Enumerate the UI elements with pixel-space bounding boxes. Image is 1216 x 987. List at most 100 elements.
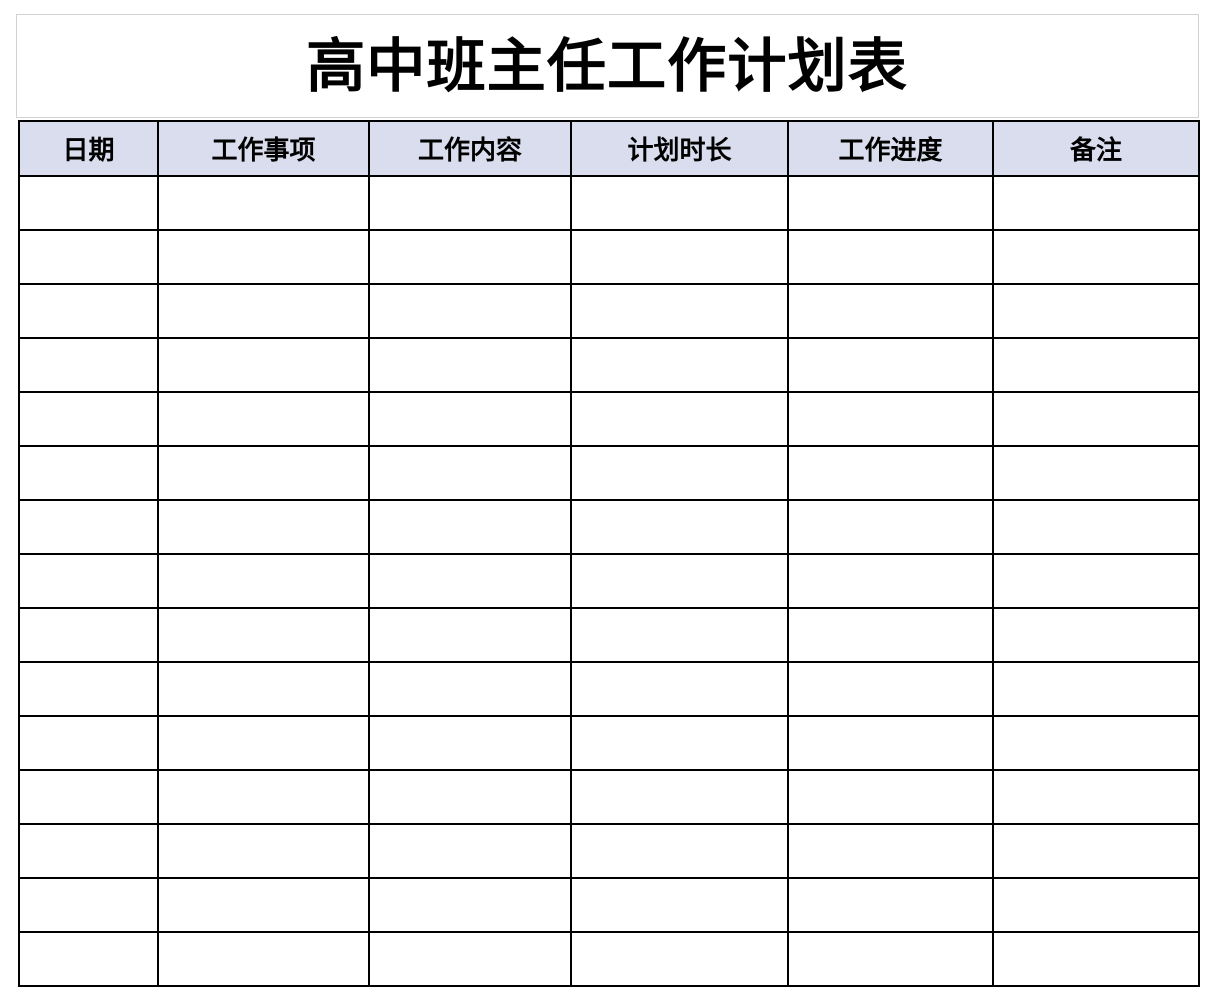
cell-value bbox=[159, 626, 368, 644]
cell-item[interactable] bbox=[157, 931, 370, 987]
table-header: 日期 工作事项 工作内容 计划时长 工作进度 备注 bbox=[18, 120, 1200, 177]
cell-remark[interactable] bbox=[992, 607, 1200, 663]
cell-remark[interactable] bbox=[992, 661, 1200, 717]
cell-remark[interactable] bbox=[992, 553, 1200, 609]
cell-duration[interactable] bbox=[570, 931, 789, 987]
cell-date[interactable] bbox=[18, 391, 159, 447]
cell-item[interactable] bbox=[157, 715, 370, 771]
cell-item[interactable] bbox=[157, 877, 370, 933]
title-banner-cell[interactable]: 高中班主任工作计划表 bbox=[16, 14, 1199, 118]
cell-progress[interactable] bbox=[787, 877, 994, 933]
cell-date[interactable] bbox=[18, 607, 159, 663]
column-header-content[interactable]: 工作内容 bbox=[368, 120, 572, 177]
cell-date[interactable] bbox=[18, 661, 159, 717]
cell-progress[interactable] bbox=[787, 769, 994, 825]
cell-duration[interactable] bbox=[570, 283, 789, 339]
cell-date[interactable] bbox=[18, 823, 159, 879]
cell-item[interactable] bbox=[157, 769, 370, 825]
cell-content[interactable] bbox=[368, 337, 572, 393]
cell-content[interactable] bbox=[368, 283, 572, 339]
cell-duration[interactable] bbox=[570, 823, 789, 879]
column-header-remark[interactable]: 备注 bbox=[992, 120, 1200, 177]
cell-progress[interactable] bbox=[787, 607, 994, 663]
cell-content[interactable] bbox=[368, 823, 572, 879]
cell-duration[interactable] bbox=[570, 229, 789, 285]
cell-date[interactable] bbox=[18, 553, 159, 609]
cell-content[interactable] bbox=[368, 661, 572, 717]
cell-item[interactable] bbox=[157, 607, 370, 663]
cell-progress[interactable] bbox=[787, 931, 994, 987]
column-header-item[interactable]: 工作事项 bbox=[157, 120, 370, 177]
cell-progress[interactable] bbox=[787, 391, 994, 447]
cell-progress[interactable] bbox=[787, 175, 994, 231]
cell-remark[interactable] bbox=[992, 175, 1200, 231]
cell-progress[interactable] bbox=[787, 823, 994, 879]
cell-duration[interactable] bbox=[570, 661, 789, 717]
cell-content[interactable] bbox=[368, 715, 572, 771]
column-header-date[interactable]: 日期 bbox=[18, 120, 159, 177]
cell-content[interactable] bbox=[368, 553, 572, 609]
cell-item[interactable] bbox=[157, 337, 370, 393]
cell-duration[interactable] bbox=[570, 877, 789, 933]
cell-duration[interactable] bbox=[570, 715, 789, 771]
cell-remark[interactable] bbox=[992, 769, 1200, 825]
cell-progress[interactable] bbox=[787, 283, 994, 339]
cell-item[interactable] bbox=[157, 661, 370, 717]
cell-duration[interactable] bbox=[570, 175, 789, 231]
column-header-duration[interactable]: 计划时长 bbox=[570, 120, 789, 177]
cell-progress[interactable] bbox=[787, 553, 994, 609]
cell-progress[interactable] bbox=[787, 715, 994, 771]
cell-item[interactable] bbox=[157, 499, 370, 555]
cell-item[interactable] bbox=[157, 175, 370, 231]
cell-date[interactable] bbox=[18, 175, 159, 231]
cell-duration[interactable] bbox=[570, 445, 789, 501]
cell-remark[interactable] bbox=[992, 877, 1200, 933]
cell-remark[interactable] bbox=[992, 499, 1200, 555]
cell-remark[interactable] bbox=[992, 229, 1200, 285]
cell-item[interactable] bbox=[157, 391, 370, 447]
cell-content[interactable] bbox=[368, 769, 572, 825]
cell-progress[interactable] bbox=[787, 229, 994, 285]
cell-duration[interactable] bbox=[570, 337, 789, 393]
cell-duration[interactable] bbox=[570, 391, 789, 447]
cell-item[interactable] bbox=[157, 823, 370, 879]
cell-remark[interactable] bbox=[992, 283, 1200, 339]
cell-content[interactable] bbox=[368, 445, 572, 501]
cell-remark[interactable] bbox=[992, 931, 1200, 987]
cell-progress[interactable] bbox=[787, 337, 994, 393]
cell-remark[interactable] bbox=[992, 445, 1200, 501]
cell-date[interactable] bbox=[18, 445, 159, 501]
cell-duration[interactable] bbox=[570, 499, 789, 555]
cell-remark[interactable] bbox=[992, 391, 1200, 447]
cell-item[interactable] bbox=[157, 283, 370, 339]
cell-content[interactable] bbox=[368, 175, 572, 231]
cell-date[interactable] bbox=[18, 715, 159, 771]
cell-content[interactable] bbox=[368, 931, 572, 987]
cell-content[interactable] bbox=[368, 391, 572, 447]
cell-date[interactable] bbox=[18, 931, 159, 987]
cell-value bbox=[20, 734, 157, 752]
cell-item[interactable] bbox=[157, 553, 370, 609]
cell-progress[interactable] bbox=[787, 499, 994, 555]
cell-duration[interactable] bbox=[570, 607, 789, 663]
cell-item[interactable] bbox=[157, 229, 370, 285]
cell-date[interactable] bbox=[18, 499, 159, 555]
column-header-progress[interactable]: 工作进度 bbox=[787, 120, 994, 177]
cell-date[interactable] bbox=[18, 877, 159, 933]
cell-content[interactable] bbox=[368, 499, 572, 555]
cell-date[interactable] bbox=[18, 769, 159, 825]
cell-content[interactable] bbox=[368, 877, 572, 933]
cell-remark[interactable] bbox=[992, 337, 1200, 393]
cell-remark[interactable] bbox=[992, 715, 1200, 771]
cell-progress[interactable] bbox=[787, 445, 994, 501]
cell-content[interactable] bbox=[368, 607, 572, 663]
cell-remark[interactable] bbox=[992, 823, 1200, 879]
cell-date[interactable] bbox=[18, 229, 159, 285]
cell-date[interactable] bbox=[18, 283, 159, 339]
cell-duration[interactable] bbox=[570, 553, 789, 609]
cell-date[interactable] bbox=[18, 337, 159, 393]
cell-item[interactable] bbox=[157, 445, 370, 501]
cell-duration[interactable] bbox=[570, 769, 789, 825]
cell-progress[interactable] bbox=[787, 661, 994, 717]
cell-content[interactable] bbox=[368, 229, 572, 285]
